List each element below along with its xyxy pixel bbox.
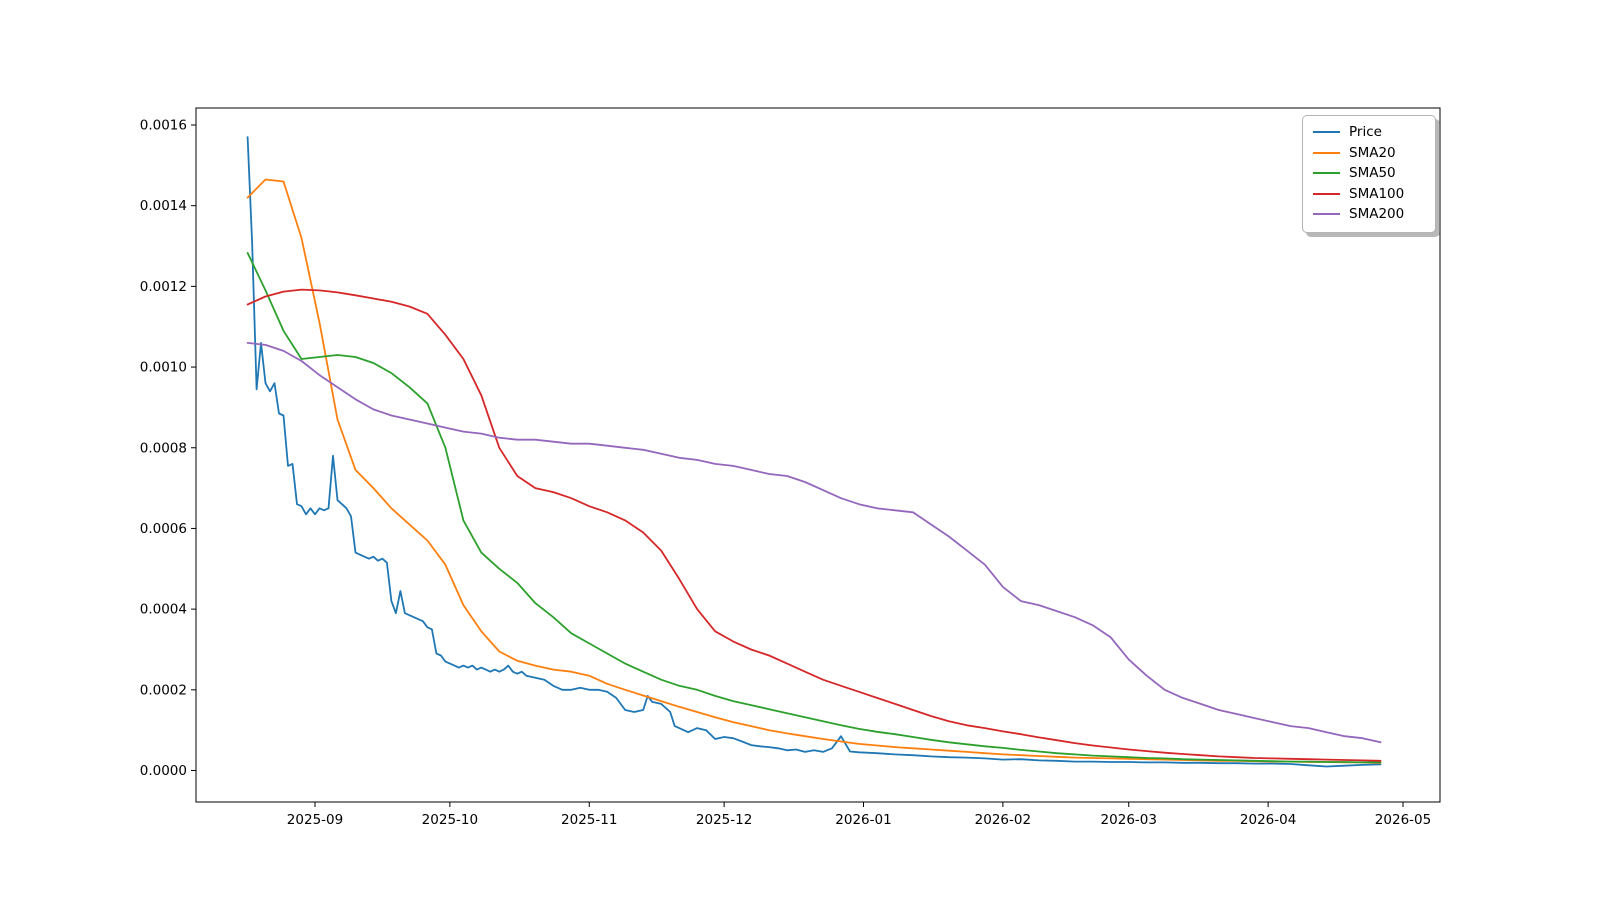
x-tick-label: 2026-03 [1101, 812, 1157, 828]
legend-line-swatch [1313, 131, 1340, 134]
y-tick-label: 0.0002 [140, 682, 187, 698]
x-tick-label: 2026-04 [1240, 812, 1296, 828]
series-line-price [246, 136, 1382, 768]
y-tick-label: 0.0004 [140, 602, 187, 618]
x-tick-label: 2026-05 [1375, 812, 1431, 828]
x-tick-label: 2025-12 [696, 812, 752, 828]
x-tick-label: 2025-09 [287, 812, 343, 828]
x-tick-label: 2025-10 [422, 812, 478, 828]
legend-line-swatch [1313, 213, 1340, 216]
legend-label: SMA200 [1349, 206, 1405, 223]
legend-line-swatch [1313, 151, 1340, 154]
y-tick-label: 0.0016 [140, 118, 187, 134]
legend-label: SMA50 [1349, 165, 1396, 182]
y-tick-label: 0.0008 [140, 440, 187, 456]
y-tick-label: 0.0014 [140, 198, 187, 214]
plot-area [195, 107, 1441, 803]
legend-item-sma100: SMA100 [1313, 184, 1425, 205]
legend-line-swatch [1313, 172, 1340, 175]
legend-item-price: Price [1313, 122, 1425, 143]
series-line-sma100 [246, 288, 1382, 762]
y-tick-label: 0.0010 [140, 360, 187, 376]
series-line-sma200 [246, 341, 1382, 744]
legend-label: SMA20 [1349, 144, 1396, 161]
legend: Price SMA20 SMA50 SMA100 SMA200 [1302, 115, 1436, 233]
x-tick-label: 2025-11 [561, 812, 617, 828]
y-tick-label: 0.0000 [140, 763, 187, 779]
y-tick-label: 0.0006 [140, 521, 187, 537]
x-tick-label: 2026-01 [835, 812, 891, 828]
legend-item-sma50: SMA50 [1313, 163, 1425, 184]
legend-item-sma20: SMA20 [1313, 143, 1425, 164]
legend-item-sma200: SMA200 [1313, 204, 1425, 225]
legend-label: Price [1349, 124, 1382, 141]
x-tick-label: 2026-02 [975, 812, 1031, 828]
legend-line-swatch [1313, 192, 1340, 195]
y-tick-label: 0.0012 [140, 279, 187, 295]
series-line-sma50 [246, 251, 1382, 764]
legend-label: SMA100 [1349, 185, 1405, 202]
